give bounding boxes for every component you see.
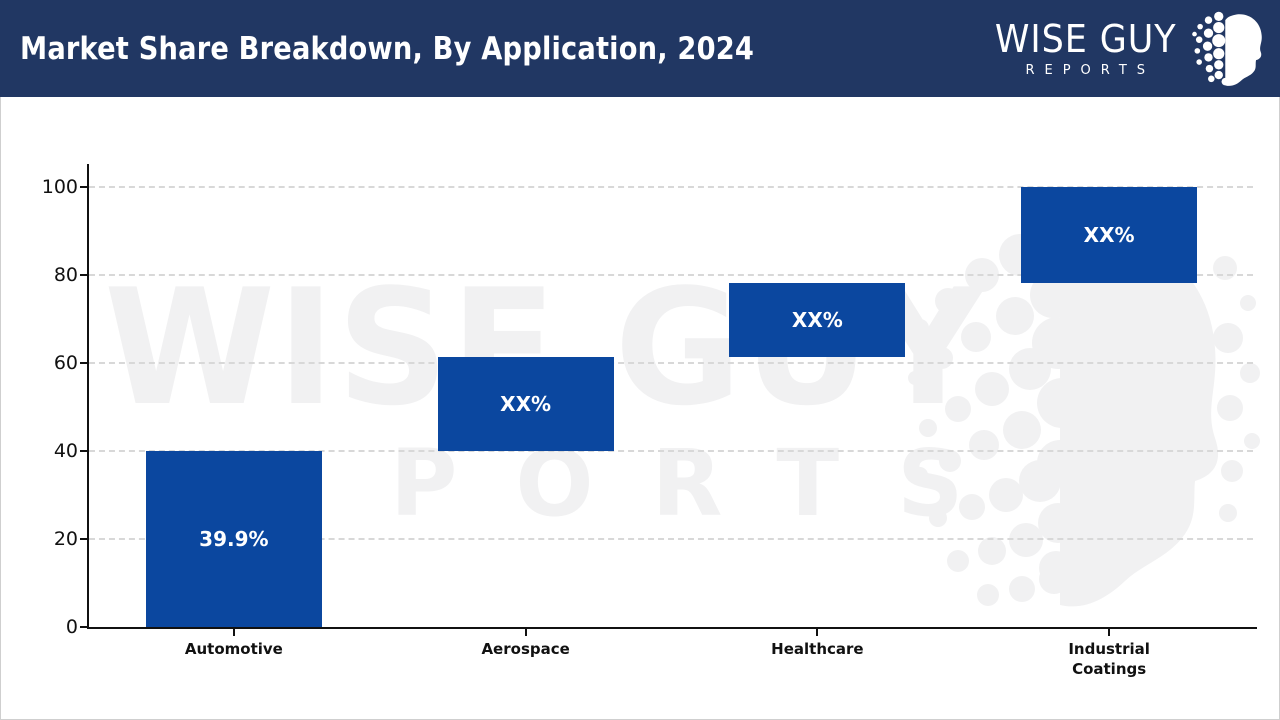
bar-value-label: XX% <box>1083 223 1135 248</box>
bar-value-label: 39.9% <box>199 527 269 552</box>
logo-head-icon <box>1192 11 1262 86</box>
x-tick-label-2: Healthcare <box>771 640 864 658</box>
page-title: Market Share Breakdown, By Application, … <box>20 30 755 67</box>
y-axis-spine <box>87 164 89 629</box>
header-band: Market Share Breakdown, By Application, … <box>0 0 1280 97</box>
gridline-20 <box>89 538 1253 540</box>
bar-industrial-coatings: XX% <box>1021 187 1198 284</box>
bar-value-label: XX% <box>500 392 552 417</box>
x-tick-label-0: Automotive <box>184 640 283 658</box>
x-tick-label-3: Industrial Coatings <box>1068 640 1150 678</box>
bar-value-label: XX% <box>791 308 843 333</box>
logo-wordmark: WISE GUY <box>994 16 1177 61</box>
x-tickmark-1 <box>524 628 527 636</box>
x-tickmark-3 <box>1108 628 1111 636</box>
y-tick-label-60: 60 <box>53 352 78 374</box>
gridline-80 <box>89 274 1253 276</box>
gridline-60 <box>89 362 1253 364</box>
gridline-40 <box>89 450 1253 452</box>
wise-guy-logo: WISE GUY REPORTS <box>987 6 1270 92</box>
y-tickmark-80 <box>80 274 88 276</box>
y-tick-label-20: 20 <box>53 528 78 550</box>
y-tickmark-40 <box>80 450 88 452</box>
y-tickmark-60 <box>80 362 88 364</box>
bar-aerospace: XX% <box>437 357 614 452</box>
x-tickmark-2 <box>816 628 819 636</box>
gridline-100 <box>89 186 1253 188</box>
y-tick-label-40: 40 <box>53 440 78 462</box>
x-axis-spine <box>87 627 1257 629</box>
y-tickmark-0 <box>80 626 88 628</box>
y-tickmark-20 <box>80 538 88 540</box>
logo-text: WISE GUY REPORTS <box>987 20 1184 78</box>
x-tick-label-1: Aerospace <box>481 640 570 658</box>
bar-automotive: 39.9% <box>145 451 322 627</box>
y-tick-label-0: 0 <box>65 616 78 638</box>
bar-healthcare: XX% <box>729 283 906 358</box>
y-tick-label-80: 80 <box>53 264 78 286</box>
x-tickmark-0 <box>232 628 235 636</box>
y-tick-label-100: 100 <box>41 176 78 198</box>
logo-subtext: REPORTS <box>1025 62 1156 78</box>
y-tickmark-100 <box>80 186 88 188</box>
watermark-subtext: PORTS <box>390 430 1022 537</box>
